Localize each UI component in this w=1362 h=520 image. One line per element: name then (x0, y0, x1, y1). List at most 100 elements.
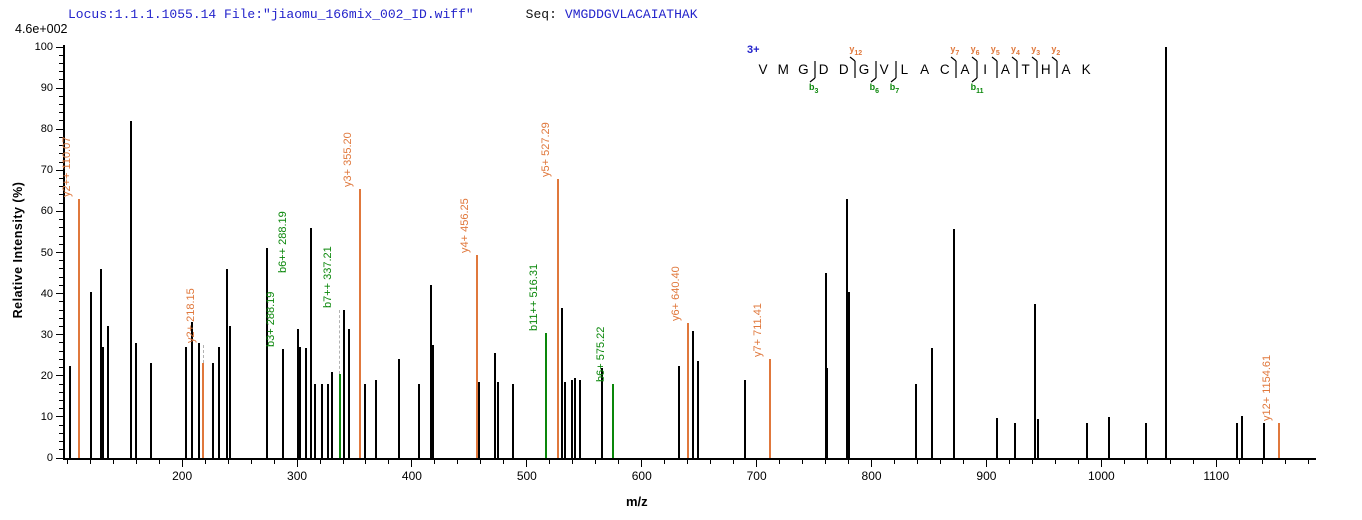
peak (678, 365, 681, 458)
y-axis-tick (59, 219, 63, 221)
peak (512, 384, 515, 458)
x-axis-tick (664, 460, 666, 464)
x-axis-tick (641, 460, 643, 467)
x-axis-tick (871, 460, 873, 467)
peak (995, 418, 998, 458)
peak (1262, 422, 1265, 458)
y-axis-tick (56, 375, 63, 377)
peak (299, 347, 302, 458)
peak (68, 365, 71, 458)
x-axis-tick (89, 460, 91, 464)
y-axis-tick (59, 95, 63, 97)
x-axis-tick (1031, 460, 1033, 464)
y-axis-tick (59, 432, 63, 434)
peak-b3+ (282, 349, 285, 458)
peak (321, 384, 324, 458)
locus-file-text: Locus:1.1.1.1055.14 File:"jiaomu_166mix_… (68, 7, 474, 22)
y-axis-tick (59, 342, 63, 344)
peak (1036, 418, 1039, 458)
y-axis-tick (59, 112, 63, 114)
peak-label-leader (339, 309, 341, 374)
x-axis-tick (273, 460, 275, 464)
x-axis-tick (135, 460, 137, 464)
y-axis-tick (59, 145, 63, 147)
peak-y7+ (768, 359, 771, 458)
x-axis-tick-label: 600 (631, 469, 652, 483)
peak-label: y7+ 711.41 (751, 303, 764, 358)
y-axis-tick-label: 80 (40, 123, 53, 136)
x-axis-tick-label: 400 (401, 469, 422, 483)
y-axis-tick (59, 399, 63, 401)
x-axis-tick-label: 300 (287, 469, 308, 483)
peak (348, 329, 351, 458)
x-axis-tick-label: 1000 (1087, 469, 1115, 483)
x-axis-tick (985, 460, 987, 467)
peak (297, 328, 300, 458)
peak (563, 381, 566, 458)
fragment-divider (888, 58, 900, 83)
peak-label: y12+ 1154.61 (1260, 354, 1273, 422)
y-axis-tick (59, 284, 63, 286)
peak (571, 379, 574, 458)
y-axis-tick-label: 50 (40, 246, 53, 259)
sequence-residue: G (798, 62, 809, 77)
x-axis-tick (802, 460, 804, 464)
y-axis-tick-label: 40 (40, 287, 53, 300)
fragment-divider (1029, 56, 1041, 82)
x-axis-tick (618, 460, 620, 464)
y-axis-tick (59, 79, 63, 81)
x-axis-tick (1307, 460, 1309, 464)
sequence-residue: A (1000, 62, 1010, 77)
peak-b6+ (612, 384, 615, 458)
y-ion-marker-label: y4 (1011, 44, 1020, 57)
sequence-residue: A (960, 62, 970, 77)
peak-label: y6+ 640.40 (670, 266, 683, 322)
y-ion-marker-label: y2 (1051, 44, 1061, 57)
x-axis-tick (1261, 460, 1263, 464)
peak (1033, 303, 1036, 458)
x-axis-tick (503, 460, 505, 464)
x-axis-tick (687, 460, 689, 464)
x-axis-tick (894, 460, 896, 464)
x-axis-tick (181, 460, 183, 467)
peak-y2++ (77, 199, 80, 458)
peak (313, 384, 316, 458)
y-axis-tick (59, 424, 63, 426)
y-axis-tick-label: 30 (40, 328, 53, 341)
peak (100, 268, 103, 458)
x-axis-tick (342, 460, 344, 464)
peak (1145, 423, 1148, 458)
x-axis-tick-label: 1100 (1203, 469, 1230, 483)
y-axis-tick (56, 334, 63, 336)
x-axis-tick (1123, 460, 1125, 464)
x-axis-tick-label: 200 (172, 469, 193, 483)
peak-label: y2++ 110.07 (60, 136, 73, 198)
y-axis-tick-label: 90 (40, 82, 53, 95)
peak (363, 384, 366, 458)
seq-value: VMGDDGVLACAIATHAK (564, 7, 698, 22)
peak (417, 384, 420, 458)
y-axis-tick (56, 46, 63, 48)
peak-y3+ (359, 188, 362, 458)
y-ion-marker-label: y6 (970, 44, 980, 57)
sequence-residue: D (838, 62, 849, 77)
precursor-charge: 3+ (747, 44, 760, 56)
peak (1241, 415, 1244, 458)
y-axis-tick (59, 54, 63, 56)
peak-y6+ (687, 323, 690, 458)
x-axis-tick (227, 460, 229, 464)
peak (331, 371, 334, 458)
y-axis-tick (59, 178, 63, 180)
fragment-divider (847, 56, 859, 82)
x-axis-tick (825, 460, 827, 464)
y-axis-tick (56, 87, 63, 89)
y-axis-tick-label: 20 (40, 369, 53, 382)
y-axis-tick (56, 457, 63, 459)
y-axis-tick (59, 260, 63, 262)
x-axis-tick (917, 460, 918, 464)
x-axis-tick (1284, 460, 1286, 464)
y-axis-tick (59, 62, 63, 64)
x-axis-tick (595, 460, 597, 464)
y-axis-tick (59, 194, 63, 196)
y-axis-tick-label: 10 (40, 410, 53, 423)
